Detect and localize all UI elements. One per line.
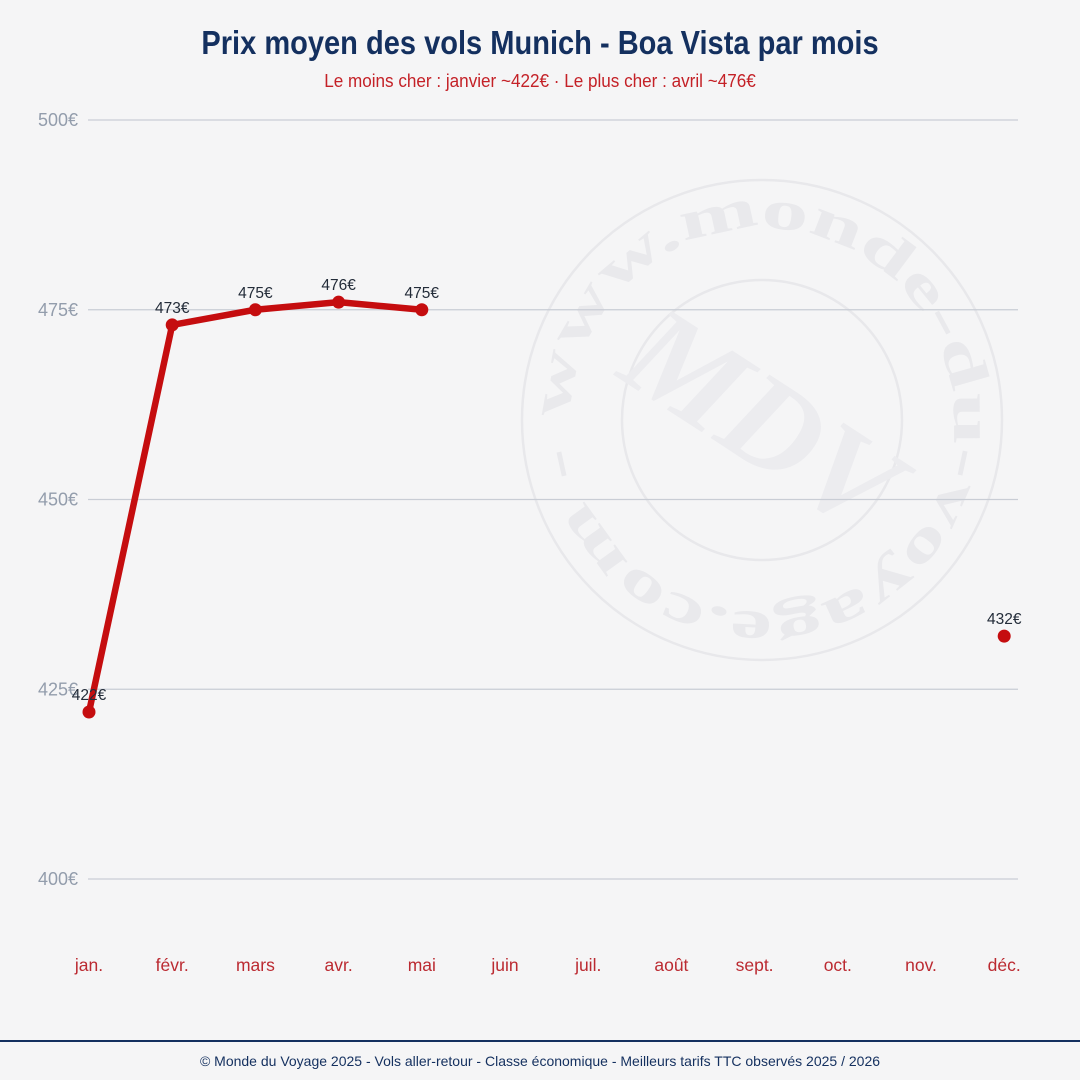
chart-subtitle: Le moins cher : janvier ~422€ · Le plus … xyxy=(324,71,756,91)
data-point xyxy=(248,303,262,317)
ytick-label: 425€ xyxy=(38,679,78,699)
footer: © Monde du Voyage 2025 - Vols aller-reto… xyxy=(0,1040,1080,1080)
month-label: déc. xyxy=(988,955,1021,975)
month-label: avr. xyxy=(324,955,352,975)
chart-title: Prix moyen des vols Munich - Boa Vista p… xyxy=(201,24,879,61)
watermark-center-text: MDV xyxy=(597,278,933,566)
month-label: nov. xyxy=(905,955,937,975)
header: Prix moyen des vols Munich - Boa Vista p… xyxy=(0,0,1080,92)
month-label: août xyxy=(654,955,688,975)
data-point-label: 476€ xyxy=(321,277,356,294)
data-point-label: 473€ xyxy=(155,300,190,317)
watermark: www.monde-du-voyage.com - MDV xyxy=(519,176,1004,662)
data-point xyxy=(332,295,346,309)
data-point-label: 422€ xyxy=(72,687,107,704)
ytick-label: 450€ xyxy=(38,490,78,510)
month-label: sept. xyxy=(736,955,774,975)
data-point xyxy=(165,318,179,332)
data-point xyxy=(415,303,429,317)
month-label: juil. xyxy=(574,955,601,975)
data-point-label: 475€ xyxy=(405,285,440,302)
month-label: mai xyxy=(408,955,436,975)
plot-area: 500€ 475€ 450€ 425€ 400€ jan. févr. mars avr. mai… xyxy=(38,110,1022,975)
watermark-inner-circle xyxy=(620,278,904,562)
data-point xyxy=(82,705,96,719)
ytick-label: 475€ xyxy=(38,300,78,320)
data-point-label: 432€ xyxy=(987,611,1022,628)
month-label: juin xyxy=(490,955,518,975)
month-label: mars xyxy=(236,955,275,975)
data-point xyxy=(997,629,1011,643)
month-label: oct. xyxy=(824,955,852,975)
month-label: jan. xyxy=(74,955,103,975)
watermark-outer-circle xyxy=(520,178,1004,662)
month-label: févr. xyxy=(156,955,189,975)
data-point-label: 475€ xyxy=(238,285,273,302)
price-line xyxy=(85,298,426,716)
ytick-label: 500€ xyxy=(38,110,78,130)
footer-text: © Monde du Voyage 2025 - Vols aller-reto… xyxy=(199,1053,881,1069)
ytick-label: 400€ xyxy=(38,869,78,889)
